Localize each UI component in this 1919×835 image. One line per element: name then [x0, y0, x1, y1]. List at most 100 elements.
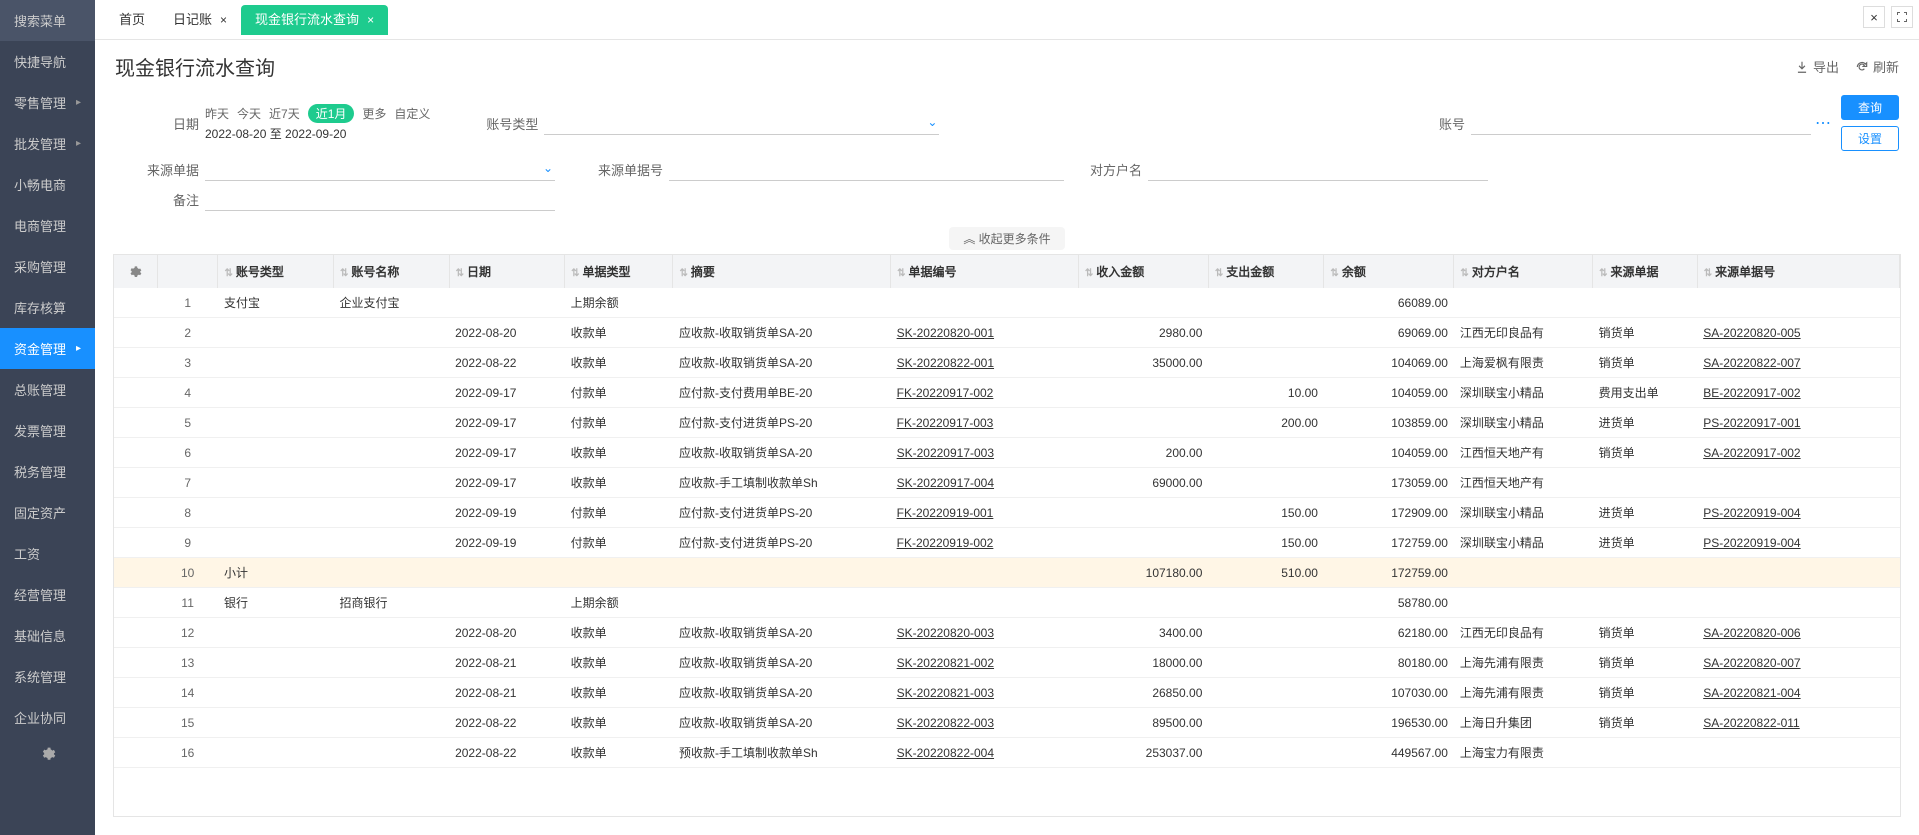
cell-billno[interactable]: SK-20220822-003	[891, 708, 1079, 738]
col-header-单据编号[interactable]: ⇅单据编号	[891, 255, 1079, 288]
cell-billno[interactable]: SK-20220820-003	[891, 618, 1079, 648]
sidebar-item-工资[interactable]: 工资	[0, 533, 95, 574]
cell-billno[interactable]: SK-20220917-004	[891, 468, 1079, 498]
collapse-filters-button[interactable]: ︽ 收起更多条件	[949, 227, 1064, 250]
link-billno[interactable]: SK-20220820-001	[897, 326, 994, 340]
table-row[interactable]: 10小计107180.00510.00172759.00	[114, 558, 1900, 588]
link-srcno[interactable]: SA-20220820-007	[1703, 656, 1800, 670]
table-row[interactable]: 32022-08-22收款单应收款-收取销货单SA-20SK-20220822-…	[114, 348, 1900, 378]
link-srcno[interactable]: SA-20220820-005	[1703, 326, 1800, 340]
col-header-来源单据号[interactable]: ⇅来源单据号	[1697, 255, 1899, 288]
cell-srcno[interactable]: BE-20220917-002	[1697, 378, 1899, 408]
link-billno[interactable]: FK-20220919-001	[897, 506, 994, 520]
col-header-日期[interactable]: ⇅日期	[449, 255, 565, 288]
link-billno[interactable]: SK-20220821-003	[897, 686, 994, 700]
date-pill-近1月[interactable]: 近1月	[308, 104, 355, 123]
sidebar-item-快捷导航[interactable]: 快捷导航	[0, 41, 95, 82]
table-row[interactable]: 122022-08-20收款单应收款-收取销货单SA-20SK-20220820…	[114, 618, 1900, 648]
sidebar-settings[interactable]	[0, 738, 95, 770]
cell-billno[interactable]: SK-20220821-002	[891, 648, 1079, 678]
link-srcno[interactable]: PS-20220917-001	[1703, 416, 1800, 430]
col-header-账号名称[interactable]: ⇅账号名称	[334, 255, 450, 288]
link-srcno[interactable]: SA-20220821-004	[1703, 686, 1800, 700]
link-billno[interactable]: SK-20220917-003	[897, 446, 994, 460]
cell-srcno[interactable]: PS-20220919-004	[1697, 528, 1899, 558]
cell-srcno[interactable]: SA-20220821-004	[1697, 678, 1899, 708]
link-billno[interactable]: SK-20220820-003	[897, 626, 994, 640]
cell-billno[interactable]: SK-20220821-003	[891, 678, 1079, 708]
cell-srcno[interactable]: SA-20220820-007	[1697, 648, 1899, 678]
cell-billno[interactable]: FK-20220919-001	[891, 498, 1079, 528]
cell-srcno[interactable]: SA-20220820-005	[1697, 318, 1899, 348]
cell-billno[interactable]: FK-20220917-003	[891, 408, 1079, 438]
tab-日记账[interactable]: 日记账×	[159, 5, 241, 35]
table-row[interactable]: 72022-09-17收款单应收款-手工填制收款单ShSK-20220917-0…	[114, 468, 1900, 498]
col-header-账号类型[interactable]: ⇅账号类型	[218, 255, 334, 288]
table-row[interactable]: 1支付宝企业支付宝上期余额66089.00	[114, 288, 1900, 318]
table-row[interactable]: 92022-09-19付款单应付款-支付进货单PS-20FK-20220919-…	[114, 528, 1900, 558]
table-row[interactable]: 162022-08-22收款单预收款-手工填制收款单ShSK-20220822-…	[114, 738, 1900, 768]
sidebar-item-电商管理[interactable]: 电商管理	[0, 205, 95, 246]
table-row[interactable]: 42022-09-17付款单应付款-支付费用单BE-20FK-20220917-…	[114, 378, 1900, 408]
table-row[interactable]: 82022-09-19付款单应付款-支付进货单PS-20FK-20220919-…	[114, 498, 1900, 528]
cell-srcno[interactable]: SA-20220917-002	[1697, 438, 1899, 468]
refresh-button[interactable]: 刷新	[1855, 57, 1899, 76]
link-srcno[interactable]: SA-20220822-011	[1703, 716, 1800, 730]
cell-billno[interactable]: SK-20220917-003	[891, 438, 1079, 468]
cell-srcno[interactable]: SA-20220822-011	[1697, 708, 1899, 738]
sidebar-item-总账管理[interactable]: 总账管理	[0, 369, 95, 410]
table-row[interactable]: 52022-09-17付款单应付款-支付进货单PS-20FK-20220917-…	[114, 408, 1900, 438]
date-pill-昨天[interactable]: 昨天	[205, 105, 229, 122]
tab-首页[interactable]: 首页	[105, 5, 159, 35]
cell-billno[interactable]: FK-20220919-002	[891, 528, 1079, 558]
link-srcno[interactable]: SA-20220917-002	[1703, 446, 1800, 460]
sidebar-item-基础信息[interactable]: 基础信息	[0, 615, 95, 656]
cell-billno[interactable]: SK-20220822-004	[891, 738, 1079, 768]
acct-input[interactable]	[1471, 111, 1811, 135]
link-billno[interactable]: SK-20220821-002	[897, 656, 994, 670]
col-header-余额[interactable]: ⇅余额	[1324, 255, 1454, 288]
fullscreen-button[interactable]	[1891, 6, 1913, 28]
sidebar-item-企业协同[interactable]: 企业协同	[0, 697, 95, 738]
table-row[interactable]: 152022-08-22收款单应收款-收取销货单SA-20SK-20220822…	[114, 708, 1900, 738]
link-billno[interactable]: FK-20220917-002	[897, 386, 994, 400]
close-icon[interactable]: ×	[367, 5, 374, 35]
tab-close-all[interactable]: ×	[1863, 6, 1885, 28]
date-pill-近7天[interactable]: 近7天	[269, 105, 300, 122]
acct-type-select[interactable]	[544, 111, 939, 135]
more-icon[interactable]: ⋯	[1815, 113, 1833, 133]
cell-billno[interactable]: SK-20220820-001	[891, 318, 1079, 348]
cell-srcno[interactable]: PS-20220919-004	[1697, 498, 1899, 528]
link-billno[interactable]: FK-20220917-003	[897, 416, 994, 430]
link-billno[interactable]: FK-20220919-002	[897, 536, 994, 550]
sidebar-item-小畅电商[interactable]: 小畅电商	[0, 164, 95, 205]
col-header-单据类型[interactable]: ⇅单据类型	[565, 255, 673, 288]
link-billno[interactable]: SK-20220917-004	[897, 476, 994, 490]
link-billno[interactable]: SK-20220822-001	[897, 356, 994, 370]
link-srcno[interactable]: PS-20220919-004	[1703, 506, 1800, 520]
link-srcno[interactable]: SA-20220820-006	[1703, 626, 1800, 640]
date-pill-更多[interactable]: 更多	[362, 105, 386, 122]
col-header-摘要[interactable]: ⇅摘要	[673, 255, 891, 288]
src-bill-select[interactable]	[205, 157, 555, 181]
close-icon[interactable]: ×	[220, 5, 227, 35]
sidebar-item-批发管理[interactable]: 批发管理▸	[0, 123, 95, 164]
cell-billno[interactable]: SK-20220822-001	[891, 348, 1079, 378]
table-row[interactable]: 22022-08-20收款单应收款-收取销货单SA-20SK-20220820-…	[114, 318, 1900, 348]
col-header-对方户名[interactable]: ⇅对方户名	[1454, 255, 1593, 288]
table-row[interactable]: 62022-09-17收款单应收款-收取销货单SA-20SK-20220917-…	[114, 438, 1900, 468]
filter-settings-button[interactable]: 设置	[1841, 126, 1899, 151]
sidebar-item-经营管理[interactable]: 经营管理	[0, 574, 95, 615]
cell-srcno[interactable]: SA-20220822-007	[1697, 348, 1899, 378]
link-srcno[interactable]: SA-20220822-007	[1703, 356, 1800, 370]
link-srcno[interactable]: PS-20220919-004	[1703, 536, 1800, 550]
sidebar-item-资金管理[interactable]: 资金管理▸	[0, 328, 95, 369]
tab-现金银行流水查询[interactable]: 现金银行流水查询×	[241, 5, 388, 35]
col-header-支出金额[interactable]: ⇅支出金额	[1208, 255, 1324, 288]
table-settings-header[interactable]	[114, 255, 157, 288]
col-header-来源单据[interactable]: ⇅来源单据	[1593, 255, 1698, 288]
link-srcno[interactable]: BE-20220917-002	[1703, 386, 1800, 400]
table-row[interactable]: 142022-08-21收款单应收款-收取销货单SA-20SK-20220821…	[114, 678, 1900, 708]
table-row[interactable]: 132022-08-21收款单应收款-收取销货单SA-20SK-20220821…	[114, 648, 1900, 678]
export-button[interactable]: 导出	[1795, 57, 1839, 76]
